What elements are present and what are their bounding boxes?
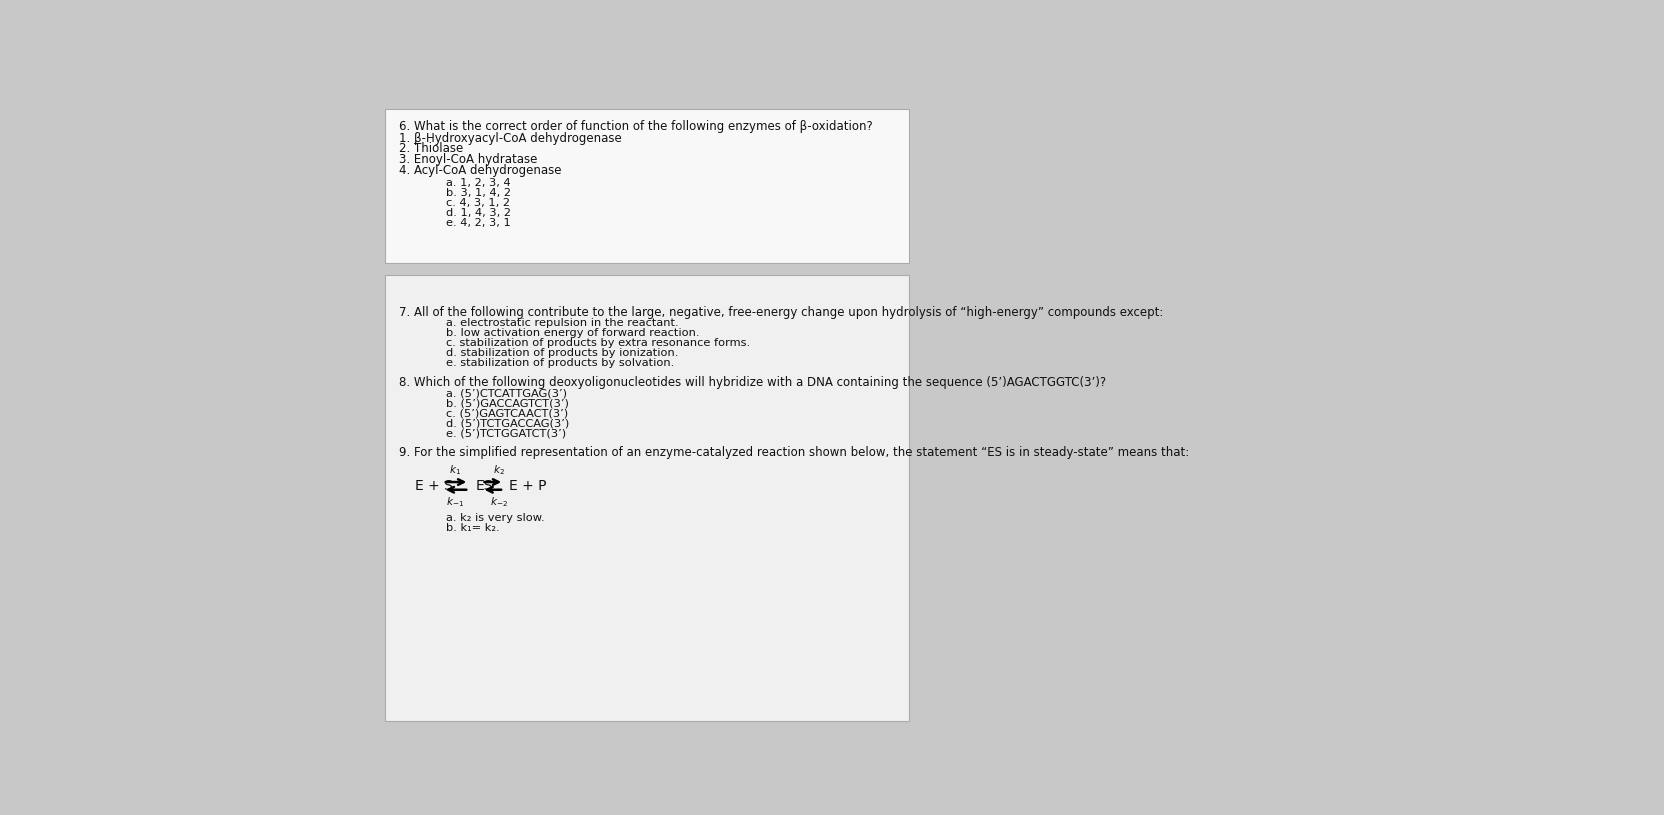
Text: e. stabilization of products by solvation.: e. stabilization of products by solvatio… [446, 358, 674, 368]
Text: b. k₁= k₂.: b. k₁= k₂. [446, 523, 499, 533]
Text: d. (5’)TCTGACCAG(3’): d. (5’)TCTGACCAG(3’) [446, 418, 569, 428]
Text: e. 4, 2, 3, 1: e. 4, 2, 3, 1 [446, 218, 511, 228]
Text: $k_{-2}$: $k_{-2}$ [489, 496, 508, 509]
Text: 7. All of the following contribute to the large, negative, free-energy change up: 7. All of the following contribute to th… [399, 306, 1163, 319]
Text: 4. Acyl-CoA dehydrogenase: 4. Acyl-CoA dehydrogenase [399, 164, 562, 177]
Text: 6. What is the correct order of function of the following enzymes of β-oxidation: 6. What is the correct order of function… [399, 120, 874, 133]
Text: E + P: E + P [509, 479, 547, 493]
Text: 9. For the simplified representation of an enzyme-catalyzed reaction shown below: 9. For the simplified representation of … [399, 446, 1190, 459]
Bar [386, 275, 909, 720]
Text: d. stabilization of products by ionization.: d. stabilization of products by ionizati… [446, 348, 679, 358]
Text: $k_2$: $k_2$ [493, 463, 504, 477]
Text: 2. Thiolase: 2. Thiolase [399, 143, 464, 156]
Text: c. stabilization of products by extra resonance forms.: c. stabilization of products by extra re… [446, 338, 750, 348]
Text: c. (5’)GAGTCAACT(3’): c. (5’)GAGTCAACT(3’) [446, 408, 567, 418]
Text: a. 1, 2, 3, 4: a. 1, 2, 3, 4 [446, 178, 511, 188]
Text: $k_{-1}$: $k_{-1}$ [446, 496, 464, 509]
Text: c. 4, 3, 1, 2: c. 4, 3, 1, 2 [446, 198, 509, 208]
Text: b. low activation energy of forward reaction.: b. low activation energy of forward reac… [446, 328, 699, 338]
Text: a. (5’)CTCATTGAG(3’): a. (5’)CTCATTGAG(3’) [446, 388, 567, 398]
Text: E + S: E + S [414, 479, 453, 493]
Text: d. 1, 4, 3, 2: d. 1, 4, 3, 2 [446, 208, 511, 218]
Bar [386, 109, 909, 262]
Text: a. k₂ is very slow.: a. k₂ is very slow. [446, 513, 544, 523]
Text: $k_1$: $k_1$ [449, 463, 461, 477]
Text: b. 3, 1, 4, 2: b. 3, 1, 4, 2 [446, 188, 511, 198]
Text: e. (5’)TCTGGATCT(3’): e. (5’)TCTGGATCT(3’) [446, 428, 566, 438]
Text: a. electrostatic repulsion in the reactant.: a. electrostatic repulsion in the reacta… [446, 318, 679, 328]
Text: 1. β-Hydroxyacyl-CoA dehydrogenase: 1. β-Hydroxyacyl-CoA dehydrogenase [399, 132, 622, 145]
Text: b. (5’)GACCAGTCT(3’): b. (5’)GACCAGTCT(3’) [446, 398, 569, 408]
Text: ES: ES [476, 479, 493, 493]
Text: 3. Enoyl-CoA hydratase: 3. Enoyl-CoA hydratase [399, 153, 537, 166]
Text: 8. Which of the following deoxyoligonucleotides will hybridize with a DNA contai: 8. Which of the following deoxyoligonucl… [399, 376, 1107, 389]
